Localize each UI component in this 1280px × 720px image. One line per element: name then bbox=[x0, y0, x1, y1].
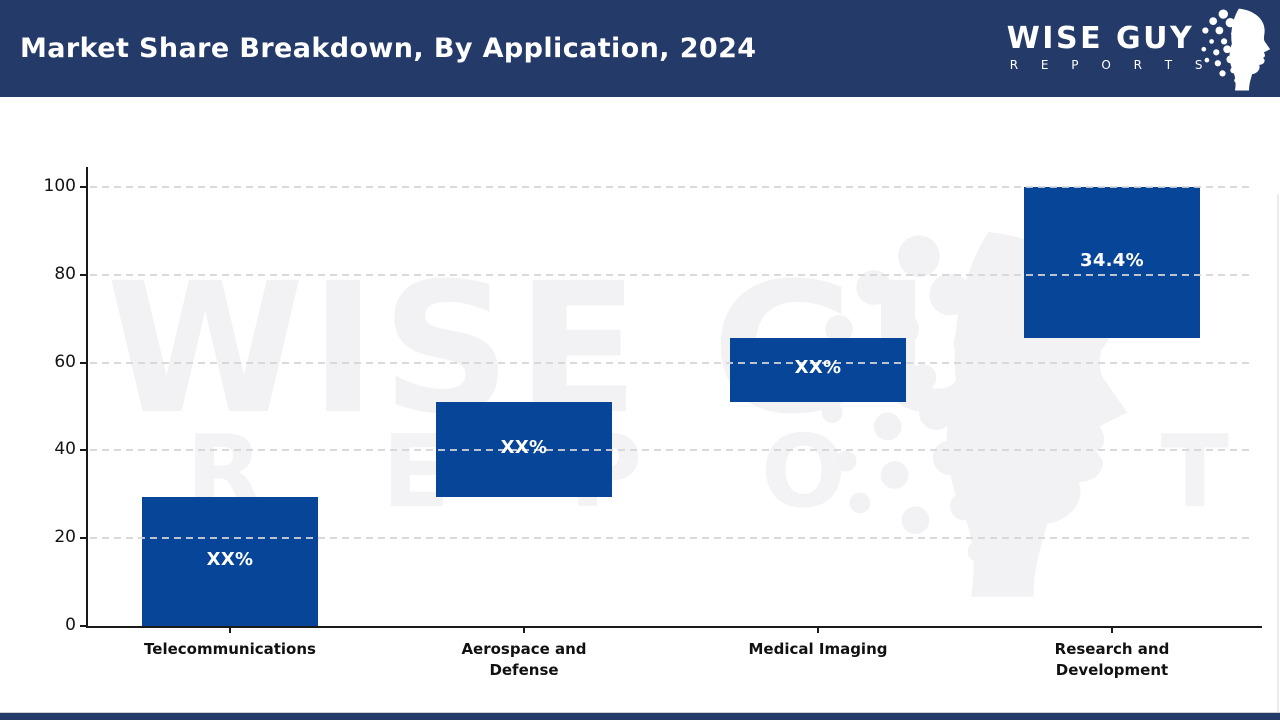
right-edge-line bbox=[1277, 194, 1279, 713]
x-axis-spine bbox=[86, 626, 1262, 628]
y-axis-tick-mark bbox=[80, 361, 87, 364]
brand-name: WISE GUY bbox=[1006, 21, 1195, 56]
y-axis-tick-label: 40 bbox=[54, 439, 76, 460]
x-axis-tick-mark bbox=[229, 626, 231, 633]
bar-value-label: 34.4% bbox=[1080, 249, 1144, 271]
header-bar: Market Share Breakdown, By Application, … bbox=[0, 0, 1280, 97]
y-axis-tick-label: 100 bbox=[43, 176, 76, 196]
y-axis-tick-label: 0 bbox=[65, 615, 76, 635]
y-axis-tick-label: 80 bbox=[54, 263, 76, 284]
gridline-40 bbox=[90, 449, 1252, 452]
page-title: Market Share Breakdown, By Application, … bbox=[20, 33, 757, 64]
x-axis-category-label: Research and Development bbox=[1054, 640, 1170, 679]
bar-segment bbox=[1024, 187, 1200, 339]
y-axis-spine bbox=[86, 167, 88, 628]
bar-segment bbox=[142, 497, 318, 626]
footer-bar bbox=[0, 712, 1280, 720]
bar-value-label: XX% bbox=[500, 436, 548, 458]
y-axis-tick-mark bbox=[80, 449, 87, 452]
brain-head-logo-icon bbox=[1201, 8, 1271, 91]
x-axis-tick-mark bbox=[1111, 626, 1113, 633]
gridline-80 bbox=[90, 273, 1252, 276]
waterfall-chart: WISE GUY R E P O R T S 020406080100XX%Te… bbox=[0, 97, 1280, 713]
y-axis-tick-mark bbox=[80, 537, 87, 540]
x-axis-tick-mark bbox=[817, 626, 819, 633]
bar-value-label: XX% bbox=[794, 356, 842, 378]
y-axis-tick-mark bbox=[80, 186, 87, 188]
gridline-60 bbox=[90, 361, 1252, 364]
x-axis-category-label: Medical Imaging bbox=[748, 640, 888, 658]
y-axis-tick-label: 60 bbox=[54, 351, 76, 372]
x-axis-category-label: Aerospace and Defense bbox=[461, 640, 587, 679]
gridline-20 bbox=[90, 537, 1252, 540]
y-axis-tick-mark bbox=[80, 273, 87, 276]
x-axis-category-label: Telecommunications bbox=[144, 640, 316, 658]
bar-segment bbox=[730, 338, 906, 402]
y-axis-tick-label: 20 bbox=[54, 527, 76, 548]
brand-logo: WISE GUY R E P O R T S bbox=[1007, 7, 1274, 93]
brand-subtitle: R E P O R T S bbox=[1009, 58, 1212, 72]
bar-value-label: XX% bbox=[206, 548, 254, 570]
x-axis-tick-mark bbox=[523, 626, 525, 633]
y-axis-tick-mark bbox=[80, 625, 87, 627]
gridline-100 bbox=[90, 186, 1252, 188]
brand-logo-text: WISE GUY R E P O R T S bbox=[1006, 21, 1212, 73]
